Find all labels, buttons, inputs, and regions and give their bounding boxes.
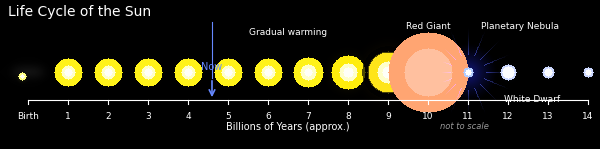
Text: 11: 11 — [462, 112, 474, 121]
Text: Gradual warming: Gradual warming — [249, 28, 327, 37]
Text: 4: 4 — [185, 112, 191, 121]
Text: 13: 13 — [542, 112, 554, 121]
Text: 9: 9 — [385, 112, 391, 121]
Text: Life Cycle of the Sun: Life Cycle of the Sun — [8, 5, 151, 19]
Text: 8: 8 — [345, 112, 351, 121]
Text: 1: 1 — [65, 112, 71, 121]
Text: 12: 12 — [502, 112, 514, 121]
Text: 7: 7 — [305, 112, 311, 121]
Text: Now: Now — [202, 62, 223, 72]
Text: 10: 10 — [422, 112, 434, 121]
Text: White Dwarf: White Dwarf — [504, 95, 560, 104]
Text: 6: 6 — [265, 112, 271, 121]
Text: Red Giant: Red Giant — [406, 22, 451, 31]
Text: 14: 14 — [583, 112, 593, 121]
Text: 5: 5 — [225, 112, 231, 121]
Text: 2: 2 — [105, 112, 111, 121]
Text: Planetary Nebula: Planetary Nebula — [481, 22, 559, 31]
Text: Birth: Birth — [17, 112, 39, 121]
Text: not to scale: not to scale — [440, 122, 489, 131]
Text: Billions of Years (approx.): Billions of Years (approx.) — [226, 122, 350, 132]
Text: 3: 3 — [145, 112, 151, 121]
